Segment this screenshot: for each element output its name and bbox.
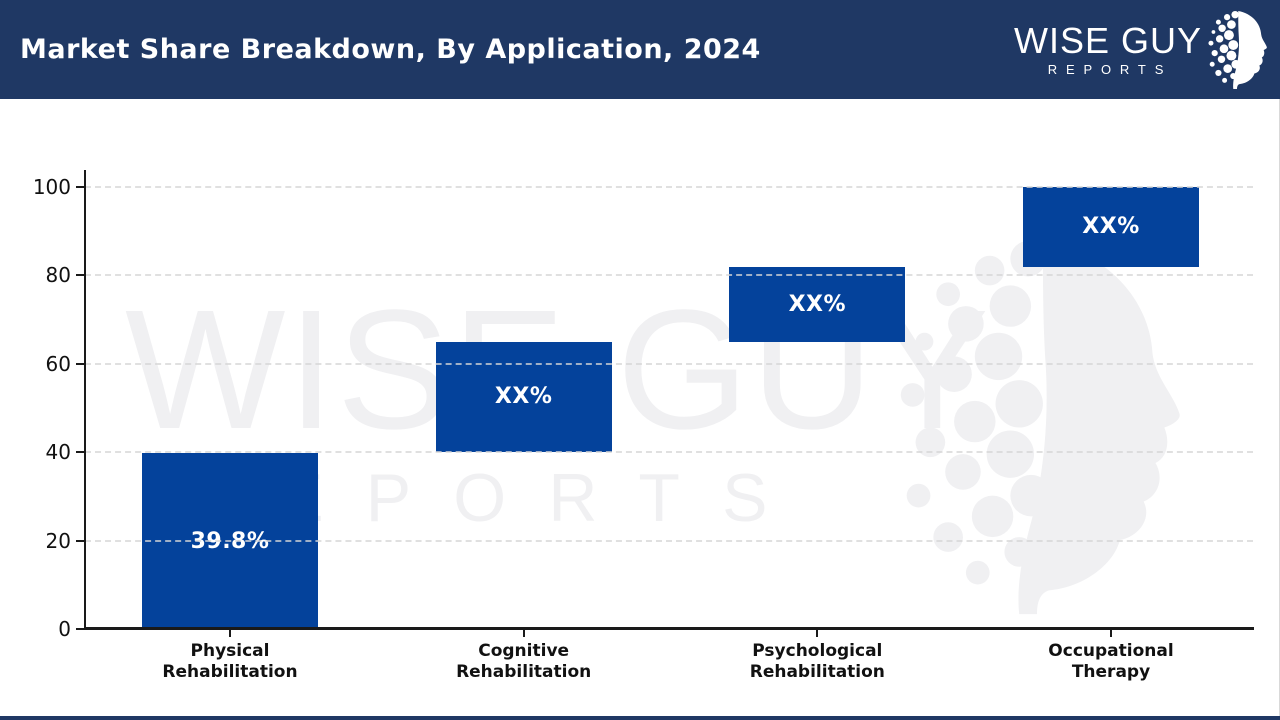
y-axis-line <box>84 170 86 630</box>
x-tick-mark <box>816 630 819 637</box>
x-tick-mark <box>229 630 231 637</box>
gridline-20 <box>85 539 1253 542</box>
gridline-100 <box>85 186 1253 188</box>
header: Market Share Breakdown, By Application, … <box>0 0 1280 99</box>
x-tick-mark <box>1110 630 1112 637</box>
x-tick-mark <box>522 630 525 637</box>
y-tick-label: 60 <box>45 351 71 376</box>
bar-value-label: XX% <box>1082 214 1140 240</box>
bar-segment: XX% <box>1023 187 1199 267</box>
logo-head-icon <box>1206 7 1268 93</box>
brand-logo: WISE GUY REPORTS <box>1014 7 1268 93</box>
logo-subtext: REPORTS <box>1047 61 1173 77</box>
y-tick-label: 80 <box>45 263 71 288</box>
bar-value-label: XX% <box>788 291 847 317</box>
gridline-40 <box>85 451 1253 454</box>
y-tick-label: 0 <box>58 617 71 641</box>
gridline-60 <box>85 362 1253 365</box>
brand-logo-text: WISE GUY REPORTS <box>1013 19 1202 77</box>
bar-segment: XX% <box>435 341 612 453</box>
y-tick-mark <box>76 274 84 277</box>
x-category-label: Occupational Therapy <box>1048 641 1174 683</box>
y-tick-label: 100 <box>32 175 71 199</box>
page-title: Market Share Breakdown, By Application, … <box>20 34 761 65</box>
y-tick-mark <box>76 628 84 630</box>
y-tick-label: 40 <box>45 440 71 465</box>
y-tick-mark <box>76 539 84 542</box>
y-tick-mark <box>76 451 84 454</box>
x-axis-line <box>84 627 1254 630</box>
logo-wordmark: WISE GUY <box>1013 19 1202 61</box>
y-tick-mark <box>76 186 84 188</box>
gridline-80 <box>85 274 1253 277</box>
x-category-label: Cognitive Rehabilitation <box>456 641 592 683</box>
bar-value-label: XX% <box>494 384 553 410</box>
y-tick-mark <box>76 362 84 365</box>
x-category-label: Physical Rehabilitation <box>162 641 298 683</box>
x-category-label: Psychological Rehabilitation <box>749 641 885 683</box>
y-tick-label: 20 <box>45 528 71 553</box>
bar-segment: XX% <box>729 266 906 342</box>
footer-strip <box>0 716 1280 720</box>
